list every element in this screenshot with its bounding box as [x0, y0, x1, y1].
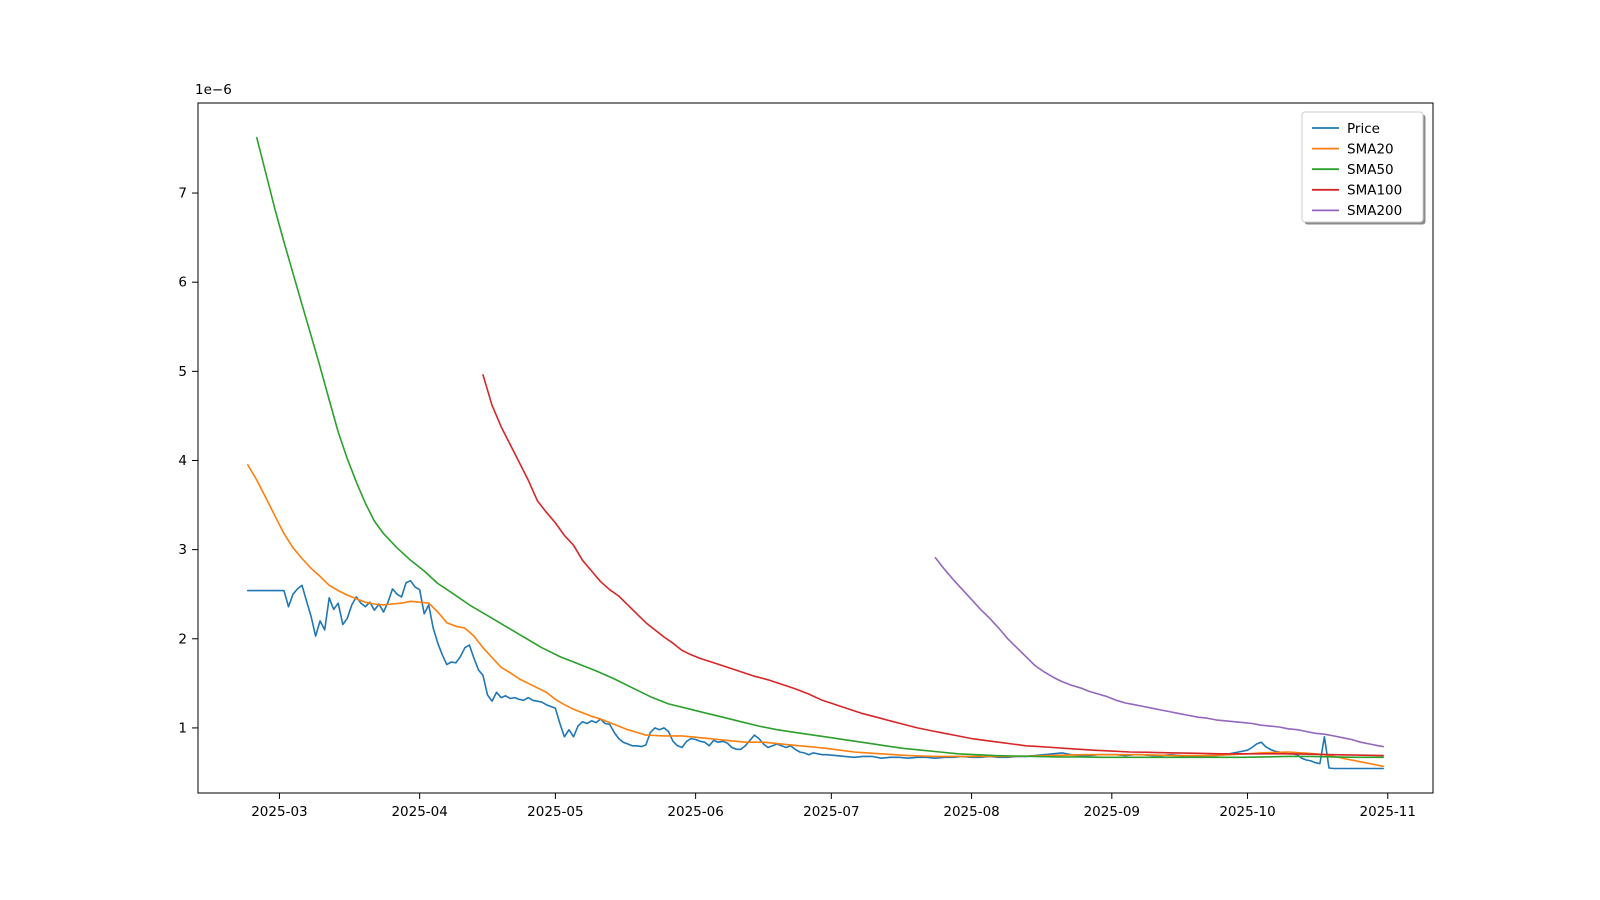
- y-tick-label-4: 4: [178, 453, 187, 469]
- x-tick-label-2025-11: 2025-11: [1360, 804, 1416, 820]
- legend-label-sma100: SMA100: [1347, 183, 1402, 199]
- plot-area: [197, 102, 1434, 794]
- x-tick-label-2025-07: 2025-07: [803, 804, 859, 820]
- y-tick-label-7: 7: [178, 186, 187, 202]
- sma100-line: [482, 374, 1384, 757]
- x-tick-label-2025-04: 2025-04: [391, 804, 447, 820]
- legend: Price SMA20 SMA50 SMA100 SMA200: [1301, 111, 1426, 225]
- x-tick-label-2025-08: 2025-08: [943, 804, 999, 820]
- legend-label-price: Price: [1347, 121, 1380, 137]
- legend-label-sma50: SMA50: [1347, 162, 1394, 178]
- y-tick-label-6: 6: [178, 275, 187, 291]
- sma200-line: [934, 556, 1384, 748]
- x-tick-label-2025-09: 2025-09: [1084, 804, 1140, 820]
- y-tick-label-1: 1: [178, 720, 187, 736]
- y-axis-offset-label: 1e−6: [195, 82, 232, 98]
- y-tick-label-5: 5: [178, 364, 187, 380]
- sma20-line: [247, 464, 1384, 768]
- sma50-line: [255, 137, 1384, 759]
- legend-label-sma200: SMA200: [1347, 203, 1402, 219]
- legend-label-sma20: SMA20: [1347, 141, 1394, 157]
- y-tick-label-3: 3: [178, 542, 187, 558]
- x-tick-label-2025-10: 2025-10: [1219, 804, 1275, 820]
- x-tick-label-2025-06: 2025-06: [667, 804, 723, 820]
- y-tick-label-2: 2: [178, 631, 187, 647]
- x-tick-label-2025-03: 2025-03: [251, 804, 307, 820]
- legend-box: [1301, 111, 1424, 223]
- x-tick-label-2025-05: 2025-05: [527, 804, 583, 820]
